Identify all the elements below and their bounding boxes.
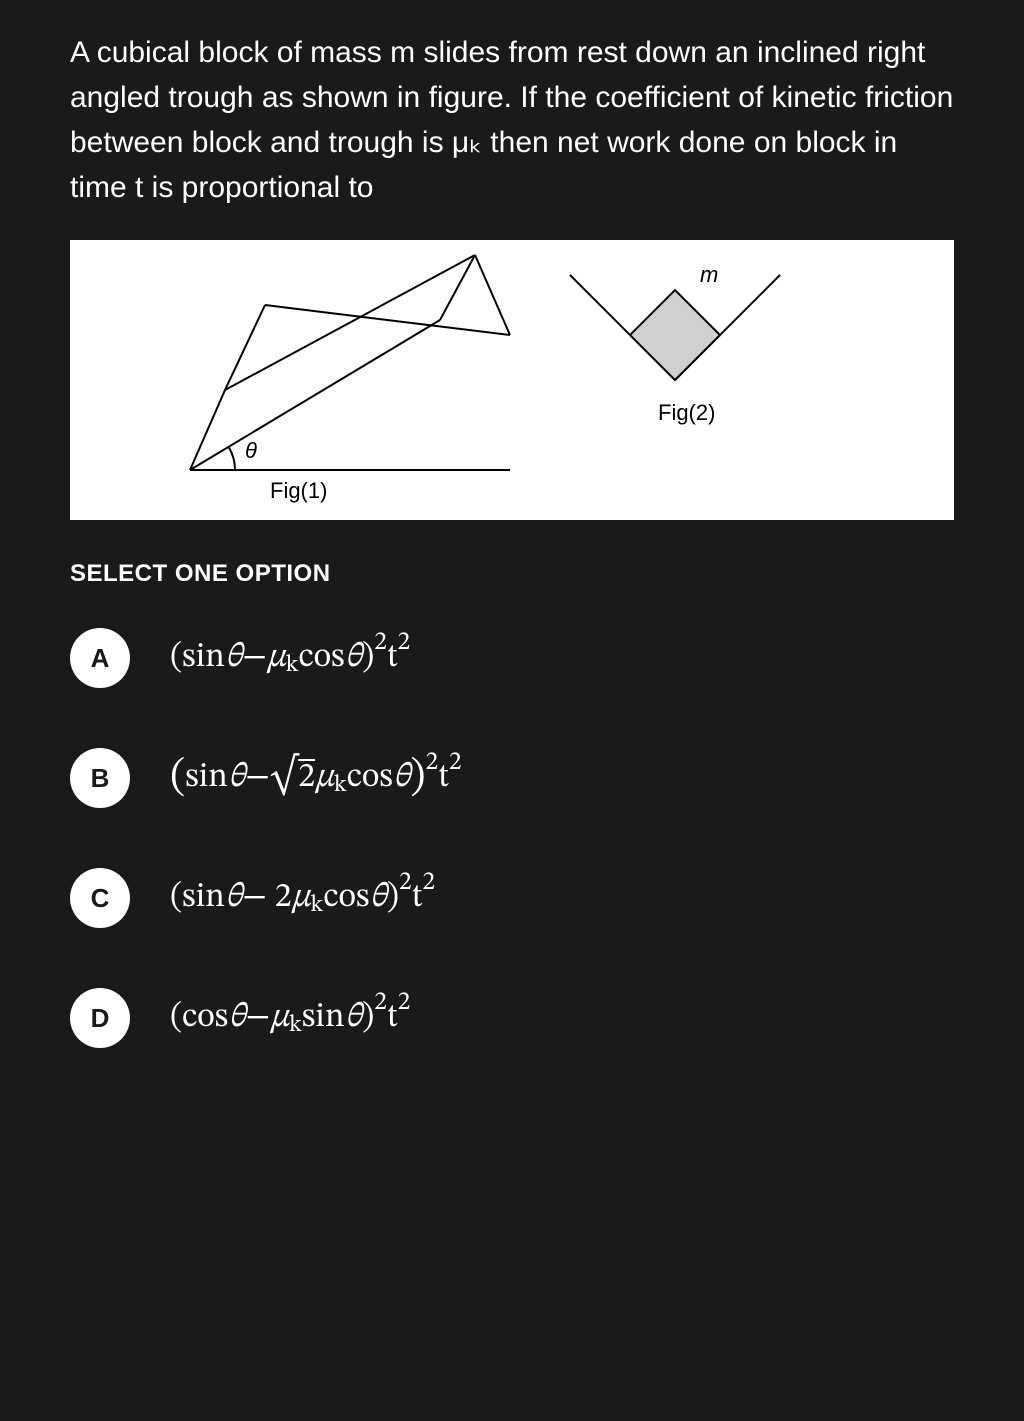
- option-c[interactable]: C (sin θ − 2μk cos θ)2t2: [70, 868, 954, 928]
- option-badge: B: [70, 748, 130, 808]
- fig1-v-back-right: [475, 255, 510, 335]
- option-formula: (cos θ − μk sin θ)2t2: [170, 997, 410, 1040]
- option-a[interactable]: A (sin θ − μk cos θ)2t2: [70, 628, 954, 688]
- option-badge: D: [70, 988, 130, 1048]
- fig1-caption: Fig(1): [270, 478, 327, 504]
- option-formula: (sin θ − μk cos θ)2t2: [170, 637, 410, 680]
- figure-panel: θ Fig(1) m Fig(2): [70, 240, 954, 520]
- fig1-svg: [70, 240, 530, 500]
- fig2-block: [630, 290, 720, 380]
- option-badge: C: [70, 868, 130, 928]
- option-d[interactable]: D (cos θ − μk sin θ)2t2: [70, 988, 954, 1048]
- option-b[interactable]: B (sin θ − √2μk cos θ)2t2: [70, 748, 954, 808]
- option-badge: A: [70, 628, 130, 688]
- option-formula: (sin θ − √2μk cos θ)2t2: [170, 752, 461, 805]
- fig1-v-front-left: [190, 390, 225, 470]
- fig2-caption: Fig(2): [658, 400, 715, 426]
- fig1-theta: θ: [245, 438, 257, 464]
- fig1-v-back-left: [225, 305, 265, 390]
- question-text: A cubical block of mass m slides from re…: [70, 30, 954, 210]
- fig1-angle-arc: [229, 447, 235, 470]
- fig2-m-label: m: [700, 262, 718, 288]
- select-prompt: SELECT ONE OPTION: [70, 560, 954, 588]
- option-formula: (sin θ − 2μk cos θ)2t2: [170, 877, 435, 920]
- fig1-trough-edge: [265, 305, 510, 335]
- options-list: A (sin θ − μk cos θ)2t2 B (sin θ − √2μk …: [70, 628, 954, 1048]
